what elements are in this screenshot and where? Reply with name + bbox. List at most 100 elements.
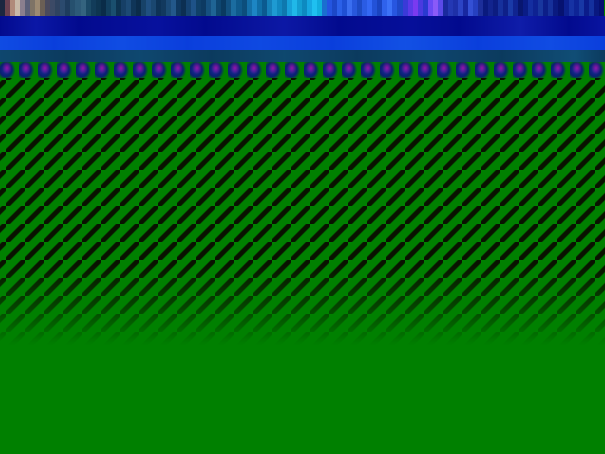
repeating-slash-pattern [0,78,605,345]
mosaic-cell [442,0,448,16]
band-blue-noise [0,36,605,50]
mosaic-cell [568,0,574,16]
mosaic-cell [286,0,292,16]
mosaic-cell [100,0,106,16]
mosaic-cell [271,0,277,16]
corrupted-band-transition [0,62,605,79]
mosaic-cell [503,0,509,16]
mosaic-cell [301,0,307,16]
mosaic-cell [30,0,36,16]
mosaic-cell [80,0,86,16]
band-teal-noise [0,50,605,62]
mosaic-cell [367,0,373,16]
mosaic-cell [543,0,549,16]
mosaic-cell [261,0,267,16]
mosaic-cell [342,0,348,16]
mosaic-cell [528,0,534,16]
mosaic-cell [281,0,287,16]
mosaic-cell [472,0,478,16]
mosaic-strip [0,0,605,16]
mosaic-cell [186,0,192,16]
mosaic-cell [201,0,207,16]
mosaic-cell [583,0,589,16]
mosaic-cell [357,0,363,16]
mosaic-cell [211,0,217,16]
mosaic-cell [196,0,202,16]
mosaic-cell [598,0,604,16]
mosaic-cell [553,0,559,16]
mosaic-cell [483,0,489,16]
mosaic-cell [352,0,358,16]
mosaic-cell [457,0,463,16]
mosaic-cell [422,0,428,16]
mosaic-cell [372,0,378,16]
mosaic-cell [85,0,91,16]
corrupted-band-teal [0,50,605,62]
mosaic-cell [155,0,161,16]
mosaic-cell [392,0,398,16]
mosaic-cell [236,0,242,16]
mosaic-cell [241,0,247,16]
mosaic-cell [251,0,257,16]
mosaic-cell [45,0,51,16]
mosaic-cell [176,0,182,16]
mosaic-cell [382,0,388,16]
mosaic-cell [55,0,61,16]
mosaic-cell [493,0,499,16]
mosaic-cell [256,0,262,16]
mosaic-cell [105,0,111,16]
mosaic-cell [276,0,282,16]
mosaic-cell [467,0,473,16]
mosaic-cell [125,0,131,16]
mosaic-cell [578,0,584,16]
mosaic-cell [191,0,197,16]
mosaic-cell [513,0,519,16]
mosaic-cell [10,0,16,16]
mosaic-cell [452,0,458,16]
mosaic-cell [316,0,322,16]
mosaic-cell [226,0,232,16]
mosaic-cell [588,0,594,16]
mosaic-cell [296,0,302,16]
mosaic-cell [387,0,393,16]
band-navy-noise [0,16,605,36]
mosaic-cell [206,0,212,16]
mosaic-cell [462,0,468,16]
mosaic-cell [216,0,222,16]
mosaic-cell [518,0,524,16]
mosaic-cell [221,0,227,16]
mosaic-cell [25,0,31,16]
mosaic-cell [15,0,21,16]
mosaic-cell [40,0,46,16]
mosaic-cell [548,0,554,16]
mosaic-cell [266,0,272,16]
corrupted-band-navy: .... [0,16,605,46]
mosaic-cell [50,0,56,16]
mosaic-cell [5,0,11,16]
mosaic-cell [377,0,383,16]
mosaic-cell [246,0,252,16]
mosaic-cell [70,0,76,16]
mosaic-cell [533,0,539,16]
mosaic-cell [593,0,599,16]
mosaic-cell [322,0,328,16]
mosaic-cell [145,0,151,16]
mosaic-cell [20,0,26,16]
mosaic-cell [65,0,71,16]
mosaic-cell [181,0,187,16]
mosaic-cell [437,0,443,16]
mosaic-cell [523,0,529,16]
mosaic-cell [508,0,514,16]
mosaic-cell [171,0,177,16]
mosaic-cell [417,0,423,16]
mosaic-cell [332,0,338,16]
mosaic-cell [90,0,96,16]
mosaic-cell [477,0,483,16]
mosaic-cell [166,0,172,16]
mosaic-cell [60,0,66,16]
mosaic-cell [397,0,403,16]
mosaic-cell [432,0,438,16]
mosaic-cell [115,0,121,16]
mosaic-cell [75,0,81,16]
mosaic-cell [291,0,297,16]
